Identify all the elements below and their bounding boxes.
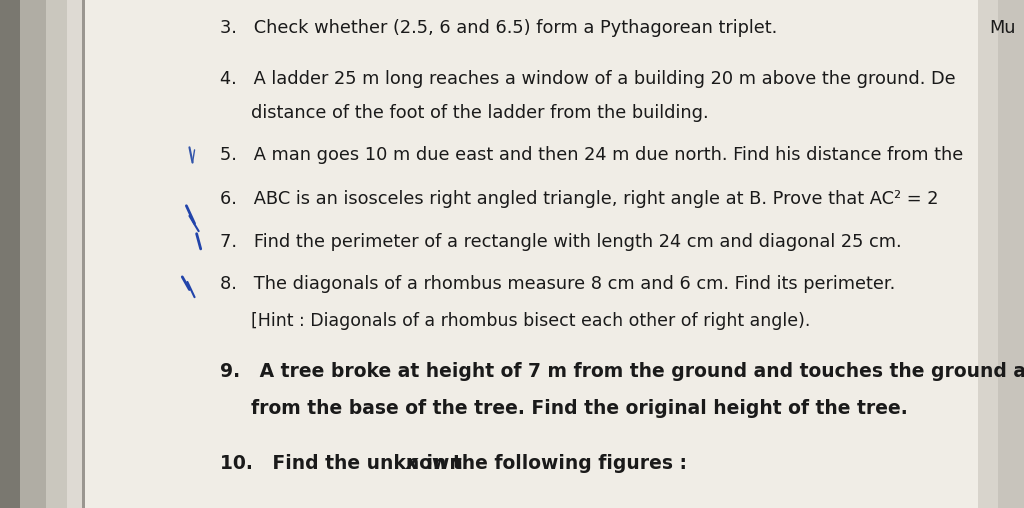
Text: distance of the foot of the ladder from the building.: distance of the foot of the ladder from … — [251, 104, 709, 122]
Bar — [20, 0, 46, 508]
Text: 9.   A tree broke at height of 7 m from the ground and touches the ground at a: 9. A tree broke at height of 7 m from th… — [220, 362, 1024, 382]
Text: 5.   A man goes 10 m due east and then 24 m due north. Find his distance from th: 5. A man goes 10 m due east and then 24 … — [220, 146, 964, 164]
Bar — [0, 0, 20, 508]
Text: 8.   The diagonals of a rhombus measure 8 cm and 6 cm. Find its perimeter.: 8. The diagonals of a rhombus measure 8 … — [220, 275, 895, 294]
Text: in the following figures :: in the following figures : — [420, 454, 687, 473]
Text: 6.   ABC is an isosceles right angled triangle, right angle at B. Prove that AC²: 6. ABC is an isosceles right angled tria… — [220, 190, 939, 208]
Bar — [998, 0, 1024, 508]
Bar — [46, 0, 67, 508]
Text: [Hint : Diagonals of a rhombus bisect each other of right angle).: [Hint : Diagonals of a rhombus bisect ea… — [251, 312, 810, 330]
Text: Mu: Mu — [989, 19, 1016, 37]
Text: 10.   Find the unknown: 10. Find the unknown — [220, 454, 469, 473]
Text: from the base of the tree. Find the original height of the tree.: from the base of the tree. Find the orig… — [251, 399, 907, 419]
Text: 7.   Find the perimeter of a rectangle with length 24 cm and diagonal 25 cm.: 7. Find the perimeter of a rectangle wit… — [220, 233, 902, 251]
Bar — [82, 0, 85, 508]
Text: 3.   Check whether (2.5, 6 and 6.5) form a Pythagorean triplet.: 3. Check whether (2.5, 6 and 6.5) form a… — [220, 19, 777, 37]
Bar — [67, 0, 82, 508]
Text: x: x — [406, 454, 418, 473]
Bar — [978, 0, 1024, 508]
Text: 4.   A ladder 25 m long reaches a window of a building 20 m above the ground. De: 4. A ladder 25 m long reaches a window o… — [220, 70, 955, 88]
